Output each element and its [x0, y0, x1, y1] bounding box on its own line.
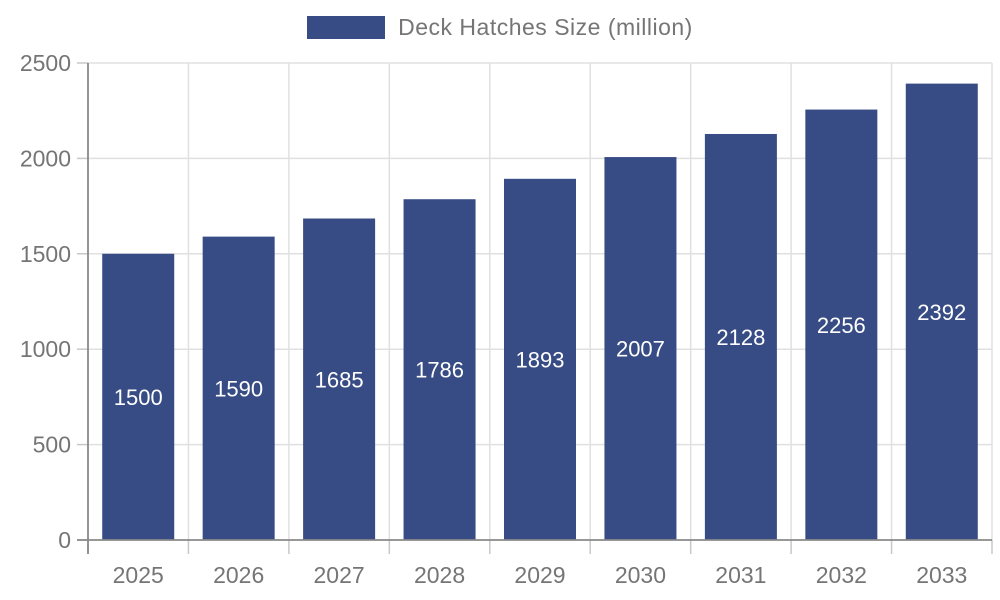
bar-2025[interactable]: [102, 253, 175, 541]
bar-value-label: 1590: [214, 376, 263, 401]
y-axis-tick-label: 2500: [20, 50, 71, 76]
bar-value-label: 1685: [315, 367, 364, 392]
bar-2026[interactable]: [202, 236, 275, 541]
x-axis-tick-label: 2028: [414, 562, 465, 588]
bar-value-label: 2256: [817, 313, 866, 338]
y-axis-tick-label: 500: [33, 432, 71, 458]
bar-2028[interactable]: [403, 199, 476, 540]
bar-2033[interactable]: [905, 83, 978, 541]
y-axis-tick-label: 0: [58, 527, 71, 553]
x-axis-tick-label: 2026: [213, 562, 264, 588]
x-axis-tick-label: 2031: [715, 562, 766, 588]
x-axis-tick-label: 2025: [113, 562, 164, 588]
x-axis-tick-label: 2027: [314, 562, 365, 588]
bar-value-label: 2392: [917, 300, 966, 325]
bar-value-label: 1786: [415, 358, 464, 383]
bar-value-label: 2007: [616, 337, 665, 362]
bar-2029[interactable]: [504, 178, 576, 540]
bar-value-label: 2128: [716, 325, 765, 350]
x-axis-tick-label: 2033: [916, 562, 967, 588]
y-axis-tick-label: 2000: [20, 145, 71, 171]
bar-2031[interactable]: [704, 133, 777, 540]
bar-2027[interactable]: [303, 218, 376, 540]
y-axis-tick-label: 1500: [20, 241, 71, 267]
bar-2032[interactable]: [805, 109, 878, 540]
bar-value-label: 1893: [516, 347, 565, 372]
bar-value-label: 1500: [114, 385, 163, 410]
x-axis-tick-label: 2032: [816, 562, 867, 588]
x-axis-tick-label: 2030: [615, 562, 666, 588]
bar-2030[interactable]: [604, 157, 677, 541]
x-axis-tick-label: 2029: [514, 562, 565, 588]
y-axis-tick-label: 1000: [20, 336, 71, 362]
